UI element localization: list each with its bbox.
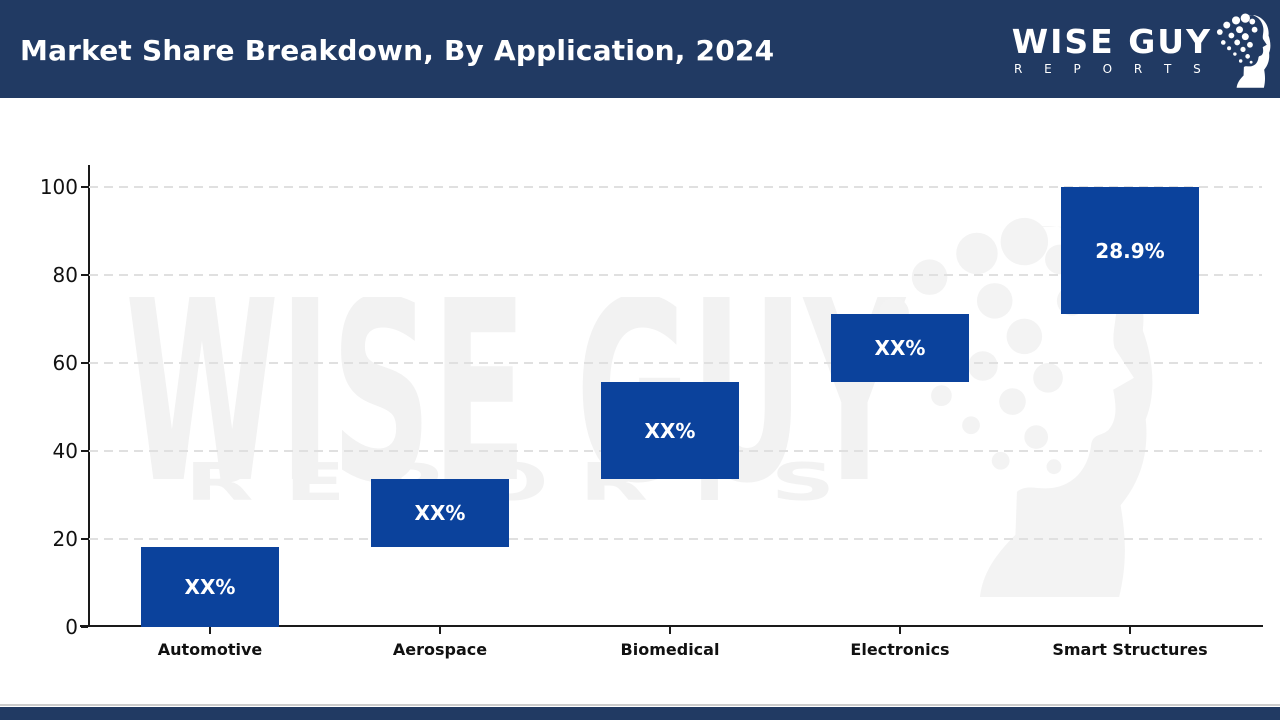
y-axis-line	[87, 165, 90, 627]
y-tick	[81, 538, 88, 540]
brand-subtitle: R E P O R T S	[1013, 62, 1210, 76]
bar	[1061, 187, 1199, 315]
footer-bar	[0, 707, 1280, 720]
x-tick	[1129, 627, 1131, 634]
bar-value-label: 28.9%	[1095, 238, 1165, 263]
y-tick	[81, 626, 88, 628]
bar-value-label: XX%	[644, 418, 696, 443]
y-tick-label: 80	[52, 263, 78, 287]
y-tick	[81, 362, 88, 364]
y-tick-label: 100	[39, 175, 78, 199]
x-tick	[439, 627, 441, 634]
y-tick	[81, 186, 88, 188]
x-axis-line	[80, 624, 1263, 627]
page-title: Market Share Breakdown, By Application, …	[20, 34, 775, 67]
x-axis-label: Biomedical	[620, 640, 720, 659]
x-tick	[209, 627, 211, 634]
bar	[141, 546, 279, 627]
header-bar: Market Share Breakdown, By Application, …	[0, 0, 1280, 98]
x-axis-label: Automotive	[157, 640, 263, 659]
x-axis-label: Smart Structures	[1052, 640, 1208, 659]
brand-head-icon	[1216, 13, 1271, 88]
bar	[371, 479, 509, 547]
y-tick	[81, 274, 88, 276]
y-tick-label: 60	[52, 351, 78, 375]
x-axis-label: Aerospace	[392, 640, 488, 659]
gridline	[89, 362, 1262, 364]
gridline	[89, 538, 1262, 540]
x-tick	[899, 627, 901, 634]
gridline	[89, 186, 1262, 188]
bar	[831, 314, 969, 382]
brand-logo: WISE GUY R E P O R T S	[1012, 8, 1272, 92]
brand-name: WISE GUY	[1011, 22, 1212, 61]
bar-value-label: XX%	[874, 336, 926, 361]
x-tick	[669, 627, 671, 634]
x-axis-label: Electronics	[850, 640, 950, 659]
bar	[601, 381, 739, 480]
footer-divider	[0, 704, 1280, 706]
y-tick	[81, 450, 88, 452]
y-tick-label: 20	[52, 527, 78, 551]
y-tick-label: 40	[52, 439, 78, 463]
y-tick-label: 0	[65, 615, 78, 639]
gridline	[89, 274, 1262, 276]
bar-value-label: XX%	[184, 574, 236, 599]
bar-value-label: XX%	[414, 501, 466, 526]
brand-logo-text: WISE GUY R E P O R T S	[1011, 22, 1212, 77]
